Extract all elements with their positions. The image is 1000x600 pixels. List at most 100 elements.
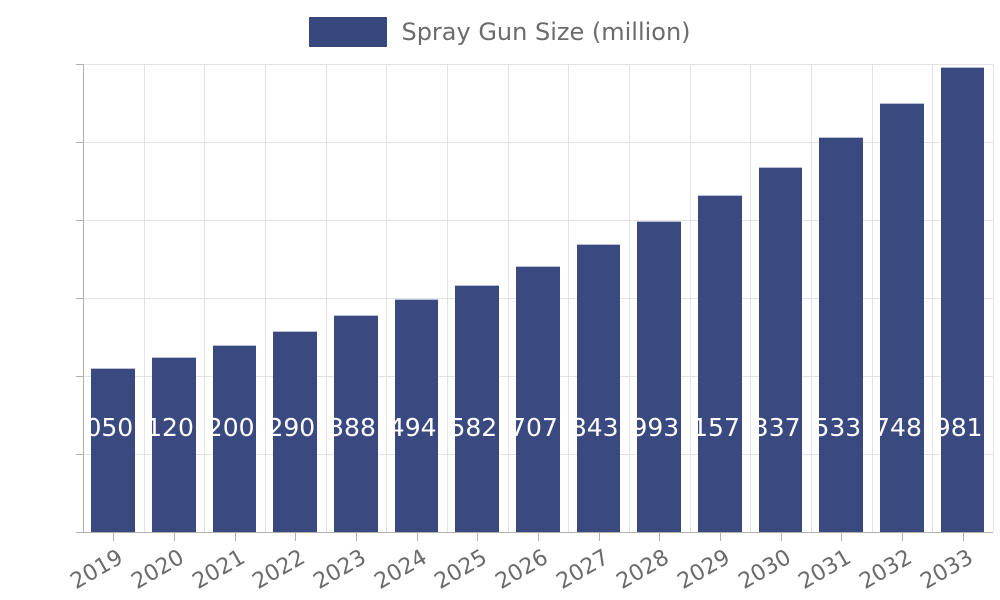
bar-2033[interactable]: 2981.4 xyxy=(940,66,985,532)
bar-2022[interactable]: 1290.5 xyxy=(273,330,318,532)
bar-value-label: 1388.5 xyxy=(334,413,378,442)
bar-2031[interactable]: 2533.2 xyxy=(819,136,864,532)
bar-slot: 1050.0 xyxy=(83,64,144,532)
bar-2027[interactable]: 1843.5 xyxy=(576,244,621,532)
x-axis-tick-mark xyxy=(235,533,236,541)
gridline-vertical xyxy=(750,64,751,532)
bar-slot: 1290.5 xyxy=(265,64,326,532)
bar-value-label: 2748.6 xyxy=(880,413,924,442)
x-axis-tick-label: 2020 xyxy=(127,545,189,595)
x-axis-tick-label: 2029 xyxy=(673,545,735,595)
gridline-vertical xyxy=(872,64,873,532)
bar-slot: 1200.8 xyxy=(204,64,265,532)
y-axis-tick-mark xyxy=(76,376,83,377)
bar-value-label: 1993.2 xyxy=(637,413,681,442)
bar-slot: 1993.2 xyxy=(629,64,690,532)
bar-2019[interactable]: 1050.0 xyxy=(91,368,136,532)
bar-2026[interactable]: 1707.2 xyxy=(516,265,560,532)
bar-2029[interactable]: 2157.8 xyxy=(698,195,742,532)
gridline-vertical xyxy=(508,64,509,532)
bar-value-label: 1120.5 xyxy=(152,413,196,442)
x-axis-tick-label: 2028 xyxy=(612,545,674,595)
bar-slot: 1582.5 xyxy=(447,64,508,532)
x-axis-tick-label: 2019 xyxy=(66,545,128,595)
bar-slot: 1843.5 xyxy=(568,64,629,532)
bar-slot: 2981.4 xyxy=(932,64,993,532)
x-axis-tick-label: 2022 xyxy=(248,545,310,595)
x-axis-tick-mark xyxy=(538,533,539,541)
bar-2020[interactable]: 1120.5 xyxy=(152,357,196,532)
legend-label-spray-gun-size: Spray Gun Size (million) xyxy=(401,18,691,46)
x-axis-tick-label: 2032 xyxy=(855,545,917,595)
bar-value-label: 1494.2 xyxy=(395,413,439,442)
x-axis-tick-label: 2030 xyxy=(734,545,796,595)
bar-value-label: 1290.5 xyxy=(273,413,317,442)
bar-value-label: 1050.0 xyxy=(91,413,135,442)
x-axis-tick-mark xyxy=(417,533,418,541)
bar-value-label: 1582.5 xyxy=(455,413,499,442)
bar-slot: 2533.2 xyxy=(811,64,872,532)
y-axis-line xyxy=(83,64,84,532)
y-axis-tick-mark xyxy=(76,220,83,221)
x-axis-tick-label: 2023 xyxy=(309,545,371,595)
x-axis-tick-label: 2031 xyxy=(794,545,856,595)
bar-2030[interactable]: 2337.4 xyxy=(758,167,803,532)
y-axis-tick-mark xyxy=(76,298,83,299)
bar-slot: 1494.2 xyxy=(386,64,447,532)
x-axis-tick-label: 2033 xyxy=(916,545,978,595)
x-axis-tick-mark xyxy=(902,533,903,541)
x-axis-tick-label: 2021 xyxy=(188,545,250,595)
bar-value-label: 2981.4 xyxy=(941,413,985,442)
x-axis-tick-mark xyxy=(659,533,660,541)
gridline-vertical xyxy=(568,64,569,532)
x-axis-tick-mark xyxy=(295,533,296,541)
gridline-vertical xyxy=(265,64,266,532)
bar-2032[interactable]: 2748.6 xyxy=(880,103,924,532)
bar-slot: 1388.5 xyxy=(326,64,387,532)
bar-2028[interactable]: 1993.2 xyxy=(637,221,682,532)
x-axis-tick-label: 2024 xyxy=(370,545,432,595)
x-axis-tick-mark xyxy=(599,533,600,541)
bars-container: 1050.0 1120.5 1200.8 1290.5 1388.5 1494.2 1582… xyxy=(83,64,993,532)
gridline-vertical xyxy=(326,64,327,532)
bar-value-label: 1200.8 xyxy=(213,413,257,442)
y-axis-tick-mark xyxy=(76,64,83,65)
x-axis-tick-mark xyxy=(174,533,175,541)
x-axis-tick-label: 2026 xyxy=(491,545,553,595)
legend-swatch-spray-gun-size[interactable] xyxy=(309,17,388,47)
bar-2025[interactable]: 1582.5 xyxy=(455,285,500,532)
gridline-vertical xyxy=(204,64,205,532)
bar-value-label: 1843.5 xyxy=(577,413,621,442)
y-axis-tick-mark xyxy=(76,142,83,143)
gridline-vertical xyxy=(811,64,812,532)
y-axis-tick-mark xyxy=(76,454,83,455)
x-axis-tick-mark xyxy=(113,533,114,541)
x-axis-tick-mark xyxy=(963,533,964,541)
x-axis-tick-mark xyxy=(841,533,842,541)
x-axis-line xyxy=(83,532,993,533)
bar-slot: 2337.4 xyxy=(750,64,811,532)
bar-value-label: 2533.2 xyxy=(819,413,863,442)
bar-value-label: 2337.4 xyxy=(759,413,803,442)
gridline-horizontal xyxy=(83,64,993,65)
gridline-vertical xyxy=(993,64,994,532)
gridline-horizontal xyxy=(83,142,993,143)
bar-2021[interactable]: 1200.8 xyxy=(212,344,257,532)
gridline-vertical xyxy=(629,64,630,532)
chart-legend: Spray Gun Size (million) xyxy=(0,12,1000,52)
x-axis-tick-mark xyxy=(356,533,357,541)
y-axis-tick-mark xyxy=(76,532,83,533)
bar-value-label: 2157.8 xyxy=(698,413,742,442)
x-axis-tick-label: 2027 xyxy=(552,545,614,595)
gridline-vertical xyxy=(386,64,387,532)
bar-2024[interactable]: 1494.2 xyxy=(394,298,439,532)
bar-slot: 2157.8 xyxy=(690,64,751,532)
gridline-vertical xyxy=(932,64,933,532)
gridline-vertical xyxy=(690,64,691,532)
gridline-vertical xyxy=(447,64,448,532)
bar-2023[interactable]: 1388.5 xyxy=(334,315,378,532)
bar-slot: 2748.6 xyxy=(872,64,933,532)
x-axis-tick-mark xyxy=(781,533,782,541)
bar-slot: 1707.2 xyxy=(508,64,569,532)
